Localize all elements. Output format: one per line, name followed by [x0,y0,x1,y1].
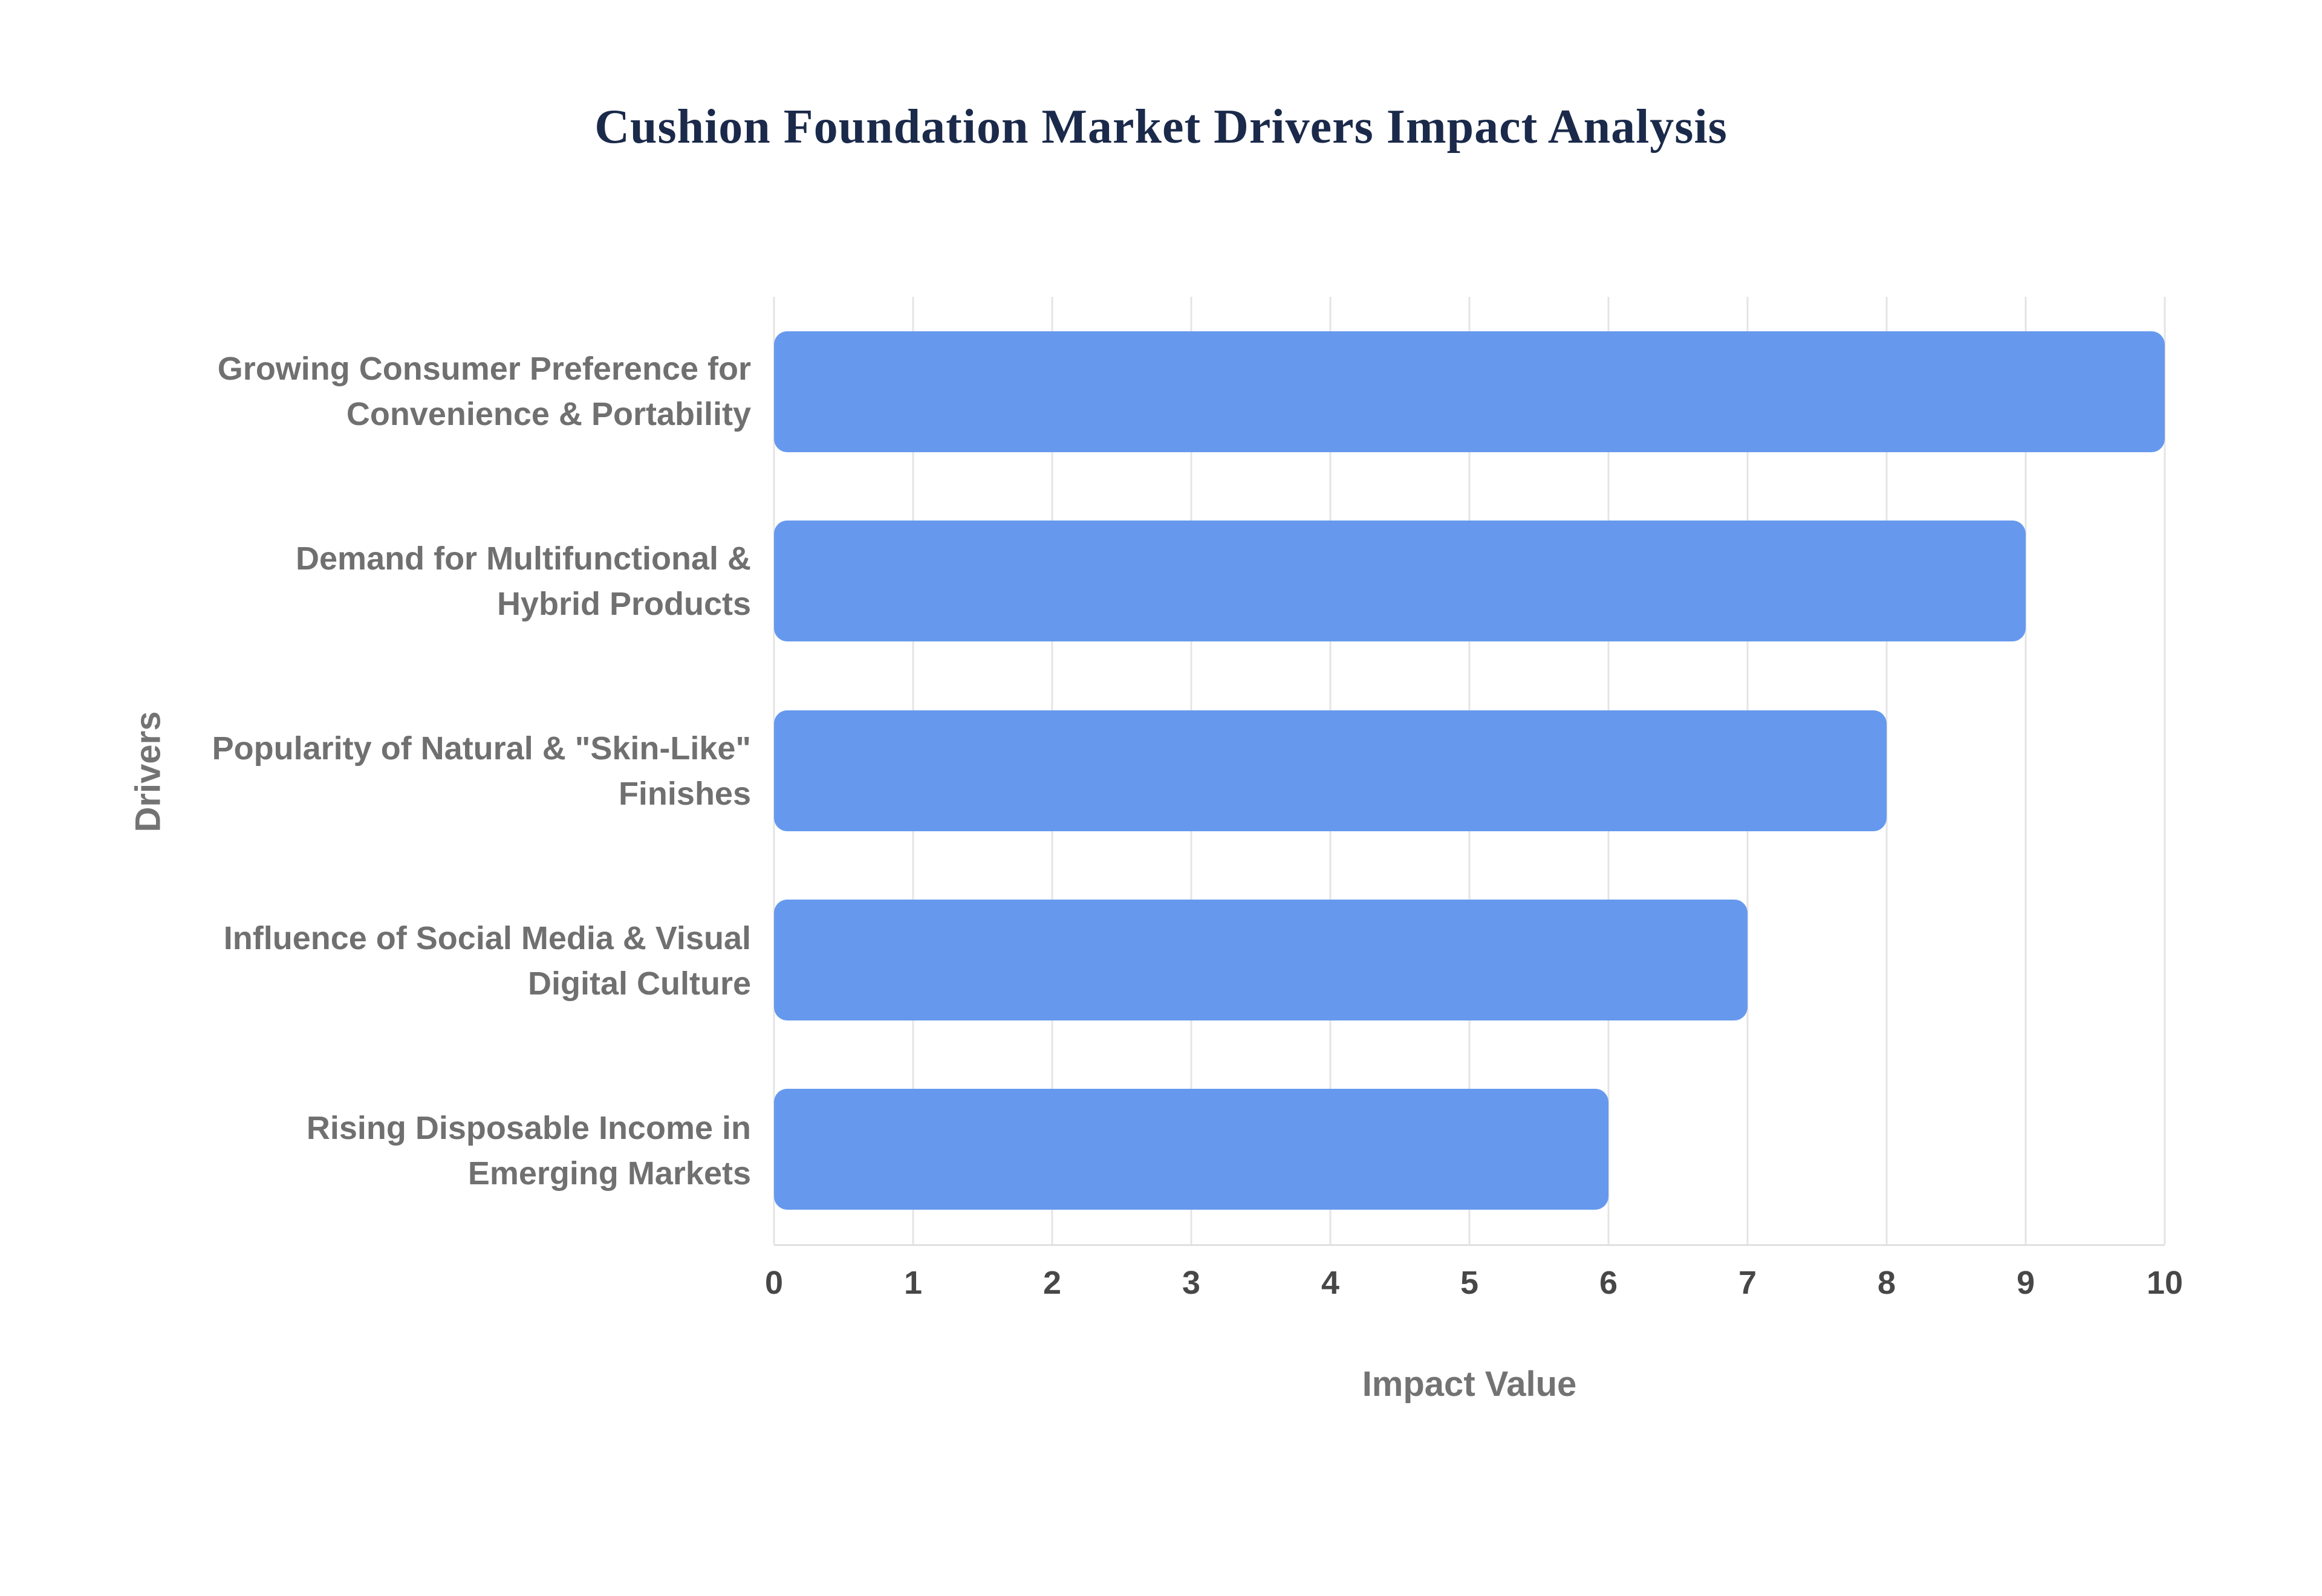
bar [774,521,2026,642]
category-label: Influence of Social Media & Visual Digit… [223,920,751,1002]
bar [774,710,1887,831]
plot-wrap: 0 1 2 3 4 5 6 7 8 9 10 Impact Value [765,297,2183,1404]
y-axis-title-container: Drivers [103,297,194,1246]
x-tick-label: 4 [1321,1265,1340,1301]
x-tick-label: 2 [1042,1265,1062,1301]
bar-chart: Drivers Growing Consumer Preference for … [0,297,2322,1404]
x-tick-label: 3 [1182,1265,1201,1301]
category-label: Rising Disposable Income in Emerging Mar… [306,1110,751,1192]
gridline [2024,297,2027,1244]
category-labels: Growing Consumer Preference for Convenie… [194,297,774,1246]
plot-area [773,297,2166,1246]
bar-row [774,486,2165,675]
bar [774,331,2165,452]
x-tick-label: 9 [2016,1265,2035,1301]
x-tick-label: 10 [2146,1265,2184,1301]
category-label: Popularity of Natural & "Skin-Like" Fini… [212,730,751,812]
x-ticks: 0 1 2 3 4 5 6 7 8 9 10 [765,1264,2183,1319]
x-tick-label: 1 [903,1265,923,1301]
x-tick-label: 0 [764,1265,784,1301]
bar [774,899,1748,1020]
gridline [2164,297,2166,1244]
x-axis-title: Impact Value [1362,1364,1577,1404]
bar-row [774,297,2165,486]
bars-layer [774,297,2165,1244]
chart-title: Cushion Foundation Market Drivers Impact… [594,100,1728,154]
x-tick-label: 7 [1738,1265,1757,1301]
x-tick-label: 6 [1599,1265,1618,1301]
category-label: Demand for Multifunctional & Hybrid Prod… [296,540,751,622]
bar-row [774,1055,2165,1244]
x-tick-label: 8 [1877,1265,1896,1301]
bar-row [774,865,2165,1054]
bar [774,1089,1608,1210]
category-label: Growing Consumer Preference for Convenie… [217,351,751,432]
gridline [1885,297,1888,1244]
y-axis-title: Drivers [128,711,168,832]
bar-row [774,676,2165,865]
x-tick-label: 5 [1460,1265,1479,1301]
